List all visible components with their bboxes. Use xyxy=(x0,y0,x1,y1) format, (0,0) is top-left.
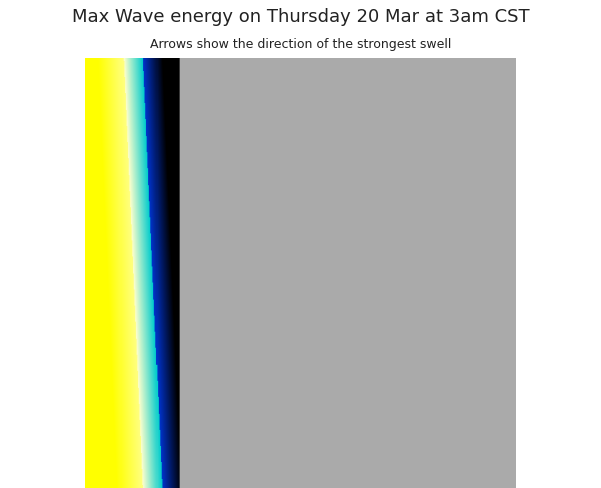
Text: Max Wave energy on Thursday 20 Mar at 3am CST: Max Wave energy on Thursday 20 Mar at 3a… xyxy=(72,8,529,26)
Text: Arrows show the direction of the strongest swell: Arrows show the direction of the stronge… xyxy=(150,39,451,51)
